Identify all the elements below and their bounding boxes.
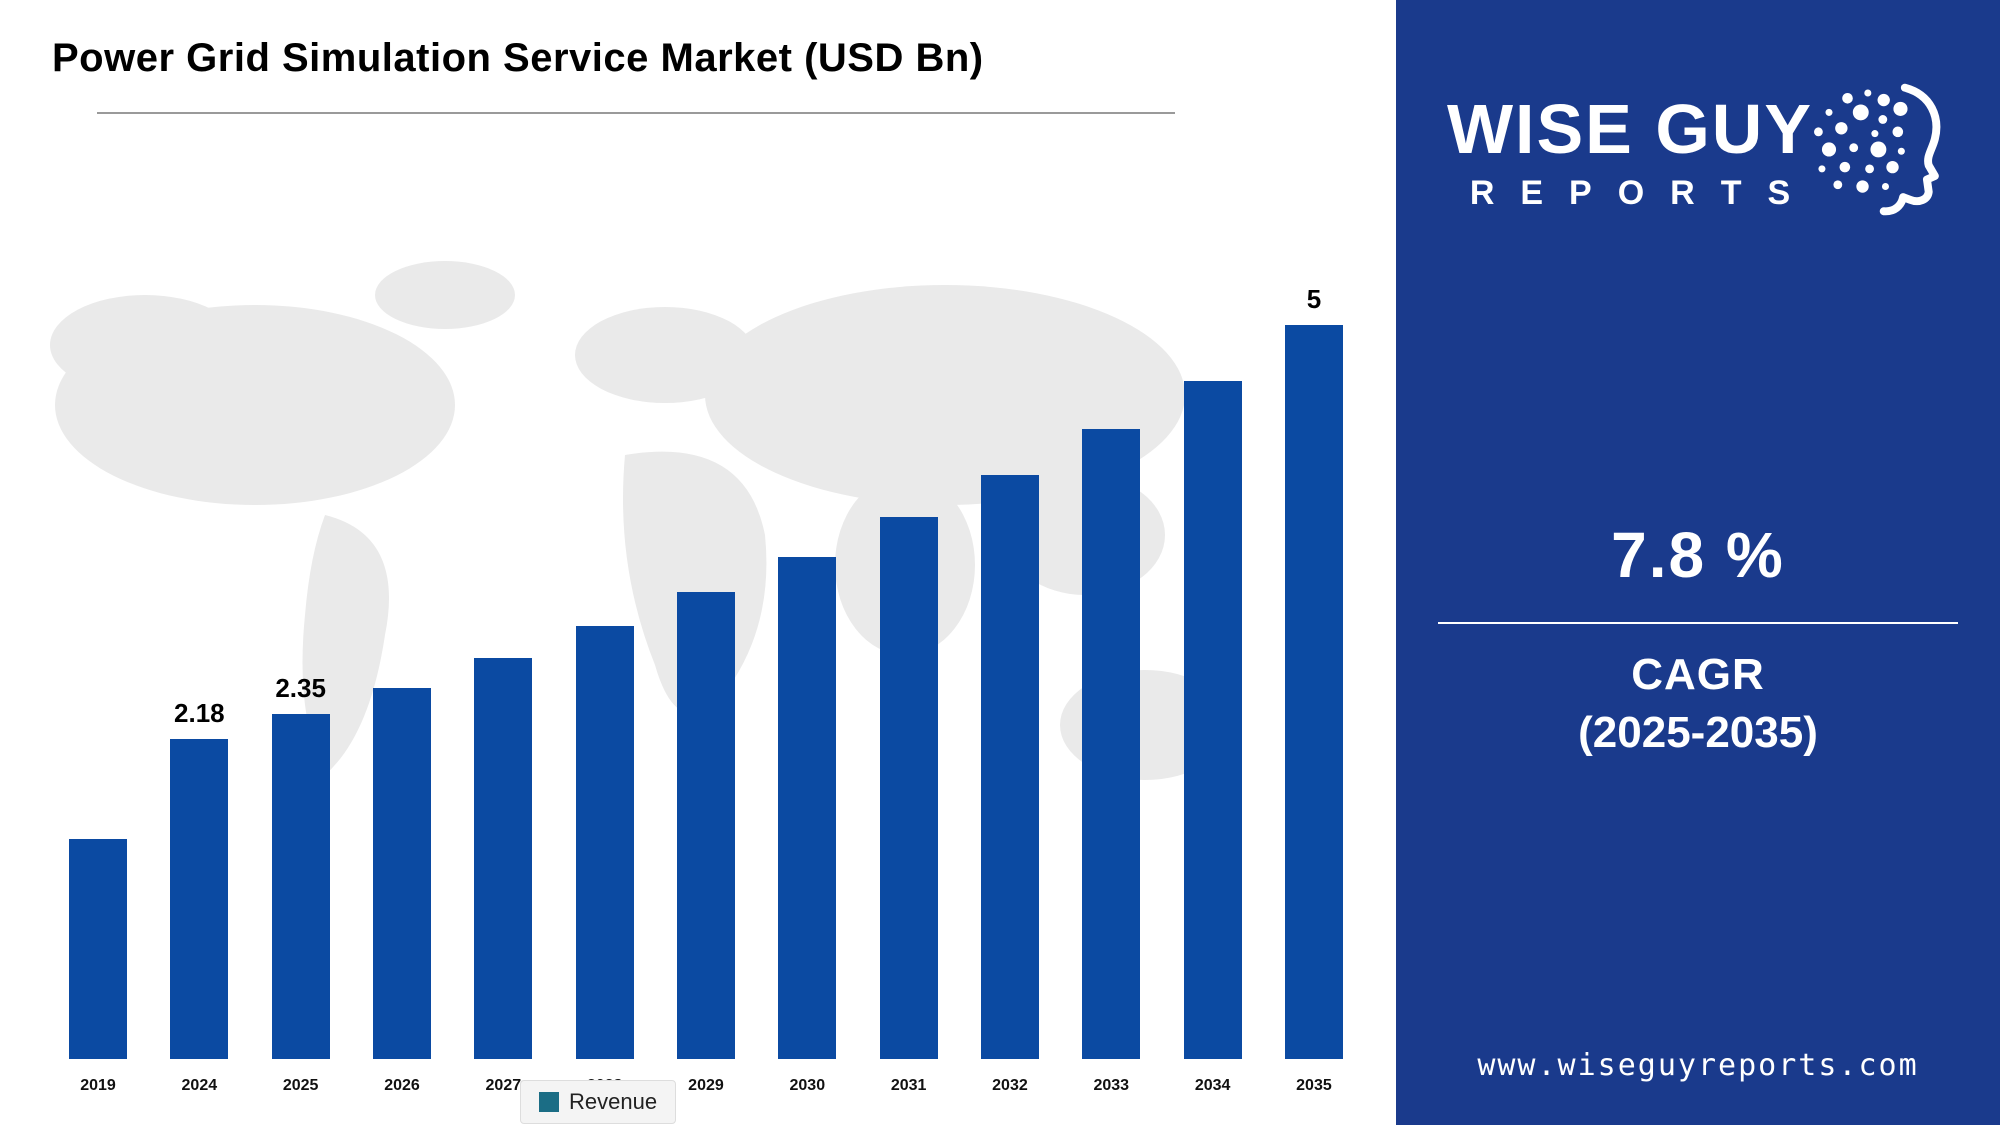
page-title: Power Grid Simulation Service Market (US… [52,36,984,80]
website-url: www.wiseguyreports.com [1477,1048,1919,1083]
bar-group: 2031 [873,279,945,1094]
bar-value-label: 5 [1306,284,1322,314]
bar [372,688,431,1059]
bar [69,839,127,1059]
brand-logo: WISE GUY REPORTS [1396,78,2000,228]
cagr-value: 7.8 % [1611,519,1785,591]
bar-group: 2029 [670,279,742,1094]
bar-group: 2019 [62,279,134,1094]
bar [170,739,229,1059]
bar-group: 2033 [1075,279,1147,1094]
axis-tick-label: 2024 [181,1077,218,1094]
bar [1284,325,1343,1059]
bar-group: 5 2035 [1278,279,1350,1094]
logo-wordmark-line2: REPORTS [1469,174,1817,213]
bar [271,714,330,1059]
axis-tick-label: 2029 [688,1077,724,1094]
bar [575,626,634,1059]
bar-group: 2032 [974,279,1046,1094]
bar [1183,381,1242,1059]
axis-tick-label: 2025 [282,1077,319,1094]
cagr-label: CAGR [1631,650,1765,699]
side-panel: WISE GUY REPORTS 7.8 % CAG [1396,0,2000,1125]
bar-group: 2027 [467,279,539,1094]
chart-pane: Power Grid Simulation Service Market (US… [50,36,1350,1124]
axis-tick-label: 2033 [1093,1077,1130,1094]
bar-group: 2026 [366,279,438,1094]
bar [676,592,735,1059]
axis-tick-label: 2019 [80,1077,116,1094]
bar [1082,429,1141,1059]
bar [474,658,533,1059]
cagr-range: (2025-2035) [1578,708,1818,757]
logo-head-icon [1814,83,1941,216]
logo-wordmark: WISE GUY REPORTS [1446,89,1814,214]
bar-value-label: 2.35 [275,673,326,703]
axis-tick-label: 2026 [384,1077,420,1094]
bar-group: 2034 [1177,279,1249,1094]
bar [778,557,837,1059]
axis-tick-label: 2032 [992,1077,1028,1094]
bar-chart: 2019 2.18 2024 2.35 2025 2026 2027 2028 2029 2030… [62,279,1350,1094]
axis-tick-label: 2027 [485,1077,522,1094]
bar-group: 2.18 2024 [163,279,235,1094]
axis-tick-label: 2030 [789,1077,826,1094]
logo-wordmark-line1: WISE GUY [1446,89,1814,168]
bar-group: 2.35 2025 [265,279,337,1094]
bar-group: 2028 [569,279,641,1094]
axis-tick-label: 2031 [890,1077,927,1094]
bar [980,475,1039,1059]
axis-tick-label: 2035 [1296,1077,1332,1094]
legend-label: Revenue [569,1089,658,1114]
axis-tick-label: 2034 [1194,1077,1231,1094]
legend: Revenue [520,1080,677,1124]
title-divider [97,112,1175,114]
bar-value-label: 2.18 [174,698,225,728]
bar [879,517,938,1059]
cagr-divider [1438,622,1958,624]
legend-swatch [539,1092,559,1112]
bar-group: 2030 [771,279,843,1094]
cagr-block: 7.8 % CAGR (2025-2035) [1396,518,2000,758]
